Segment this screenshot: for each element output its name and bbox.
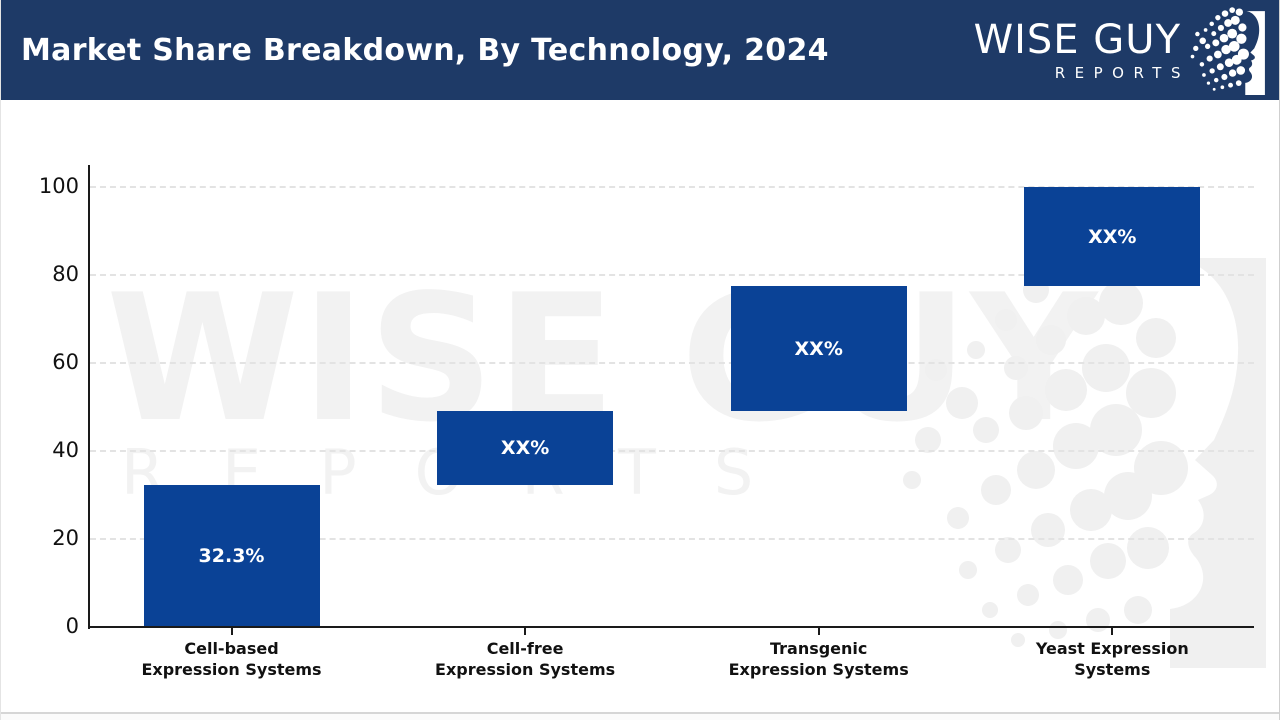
- header-bar: Market Share Breakdown, By Technology, 2…: [1, 0, 1279, 100]
- category-label-line: Systems: [1074, 660, 1151, 679]
- brand-logo: WISE GUY REPORTS: [974, 5, 1265, 95]
- watermark-head-graphic: [903, 239, 1266, 668]
- y-axis-tick-label: 0: [65, 614, 79, 639]
- brand-logo-text: WISE GUY REPORTS: [974, 20, 1181, 81]
- page-title: Market Share Breakdown, By Technology, 2…: [21, 32, 829, 68]
- y-axis-tick-label: 100: [38, 174, 79, 199]
- x-axis-line: [88, 626, 1254, 628]
- category-label-line: Cell-free: [486, 639, 564, 658]
- bar-value-label: XX%: [794, 337, 843, 360]
- category-label: Cell-based Expression Systems: [92, 638, 372, 680]
- y-axis-tick-label: 40: [52, 438, 79, 463]
- bar-value-label: XX%: [1088, 225, 1137, 248]
- category-label: Cell-free Expression Systems: [385, 638, 665, 680]
- category-label-line: Yeast Expression: [1035, 639, 1189, 658]
- y-axis-tick-label: 20: [52, 526, 79, 551]
- category-label-line: Expression Systems: [728, 660, 909, 679]
- bottom-edge: [1, 712, 1279, 720]
- x-axis-tick: [1111, 628, 1114, 635]
- category-label-line: Expression Systems: [141, 660, 322, 679]
- category-label-line: Expression Systems: [435, 660, 616, 679]
- bar-value-label: XX%: [500, 437, 550, 460]
- bar-value-label: 32.3%: [198, 544, 265, 567]
- brand-head-icon: [1190, 7, 1265, 95]
- brand-name: WISE GUY: [973, 16, 1181, 63]
- category-label: Yeast Expression Systems: [972, 638, 1252, 680]
- gridline-40: [90, 450, 1254, 452]
- bar-3: XX%: [730, 286, 907, 412]
- x-axis-tick: [817, 628, 820, 635]
- y-axis-line: [88, 165, 90, 629]
- category-label-line: Transgenic: [769, 639, 868, 658]
- x-axis-tick: [524, 628, 527, 635]
- gridline-80: [90, 274, 1254, 276]
- category-label: Transgenic Expression Systems: [679, 638, 959, 680]
- gridline-100: [90, 186, 1254, 188]
- bar-1: 32.3%: [143, 484, 320, 627]
- category-label-line: Cell-based: [184, 639, 279, 658]
- gridline-20: [90, 538, 1254, 540]
- brand-subname: REPORTS: [1054, 63, 1190, 82]
- y-axis-tick-label: 80: [52, 262, 79, 287]
- x-axis-tick: [230, 628, 233, 635]
- bar-2: XX%: [437, 411, 614, 485]
- gridline-60: [90, 362, 1254, 364]
- bar-4: XX%: [1024, 187, 1201, 286]
- y-axis-tick-label: 60: [52, 350, 79, 375]
